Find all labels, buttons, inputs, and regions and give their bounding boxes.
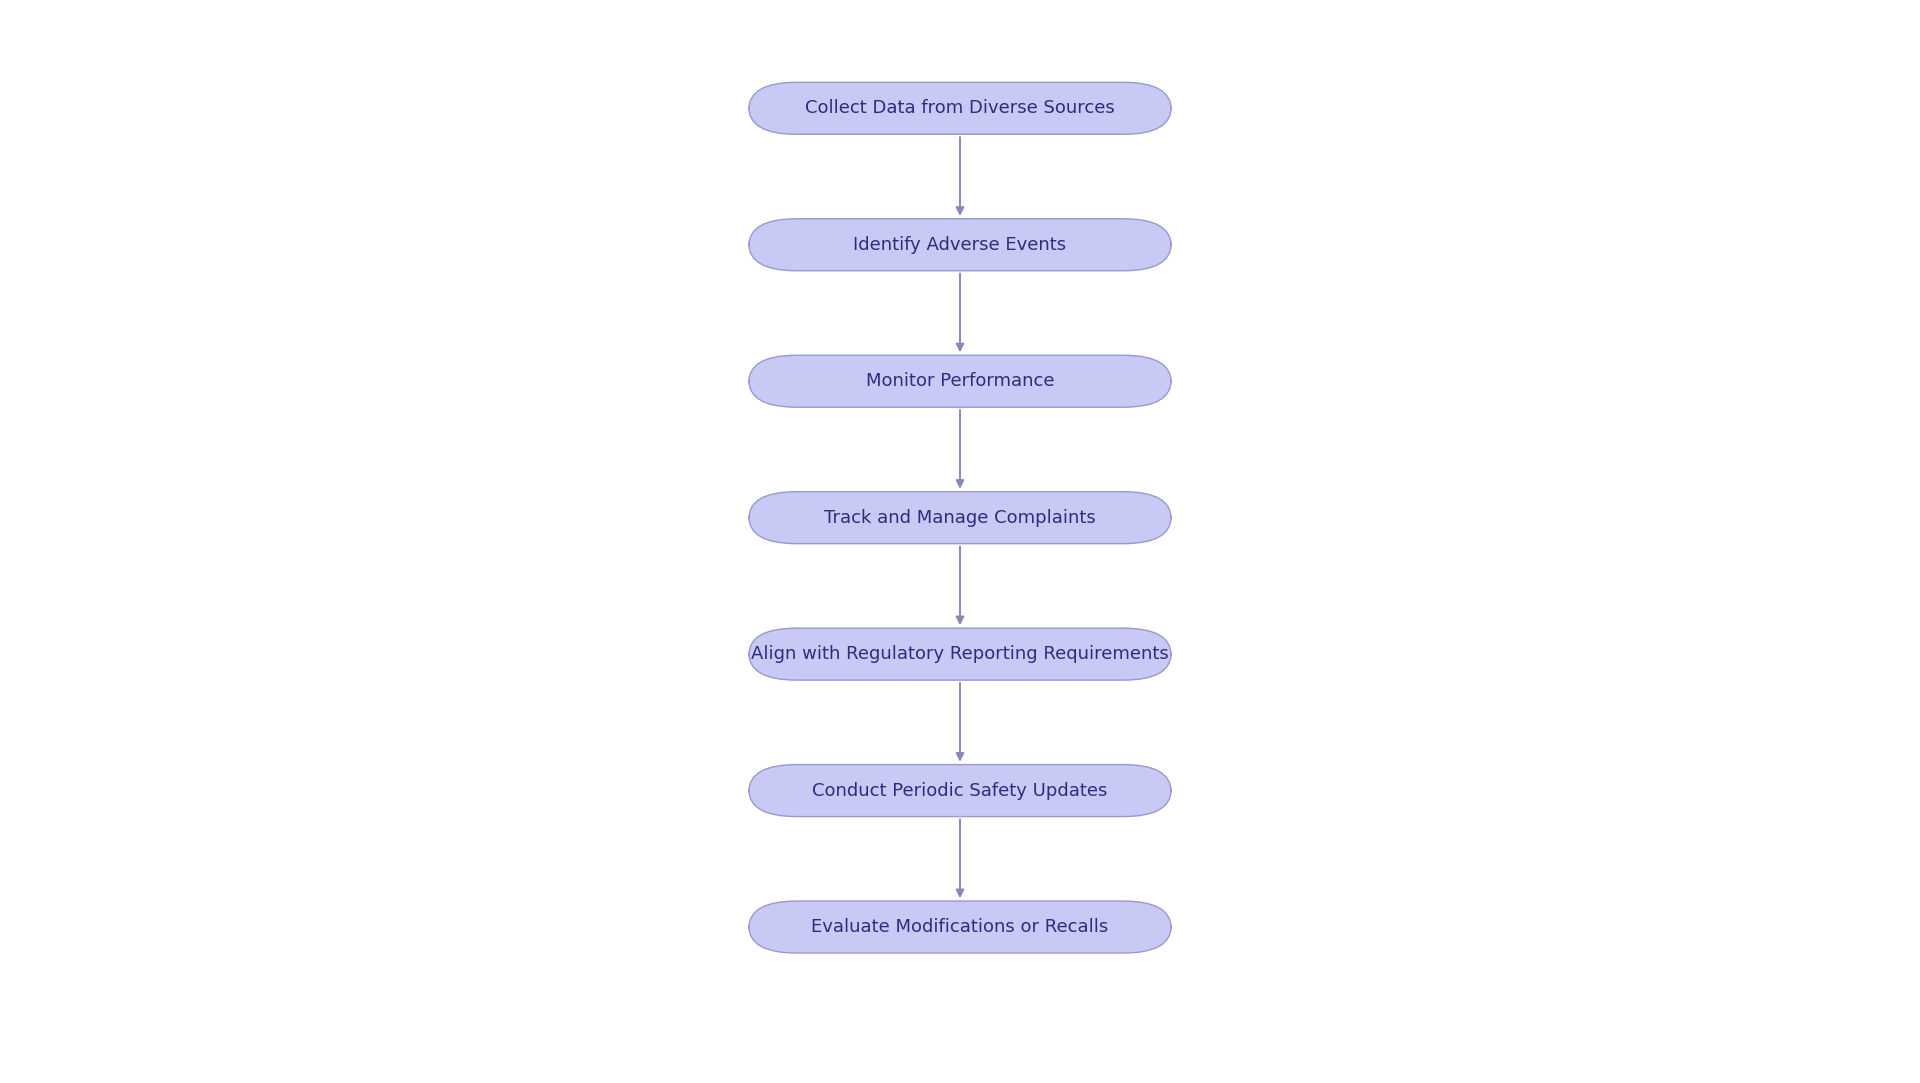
Text: Conduct Periodic Safety Updates: Conduct Periodic Safety Updates bbox=[812, 782, 1108, 799]
Text: Monitor Performance: Monitor Performance bbox=[866, 373, 1054, 390]
FancyBboxPatch shape bbox=[749, 219, 1171, 271]
FancyBboxPatch shape bbox=[749, 355, 1171, 407]
Text: Align with Regulatory Reporting Requirements: Align with Regulatory Reporting Requirem… bbox=[751, 645, 1169, 663]
Text: Collect Data from Diverse Sources: Collect Data from Diverse Sources bbox=[804, 100, 1116, 117]
FancyBboxPatch shape bbox=[749, 628, 1171, 680]
FancyBboxPatch shape bbox=[749, 901, 1171, 953]
FancyBboxPatch shape bbox=[749, 765, 1171, 817]
Text: Track and Manage Complaints: Track and Manage Complaints bbox=[824, 509, 1096, 526]
FancyBboxPatch shape bbox=[749, 492, 1171, 544]
Text: Evaluate Modifications or Recalls: Evaluate Modifications or Recalls bbox=[812, 918, 1108, 936]
Text: Identify Adverse Events: Identify Adverse Events bbox=[852, 236, 1068, 253]
FancyBboxPatch shape bbox=[749, 82, 1171, 134]
